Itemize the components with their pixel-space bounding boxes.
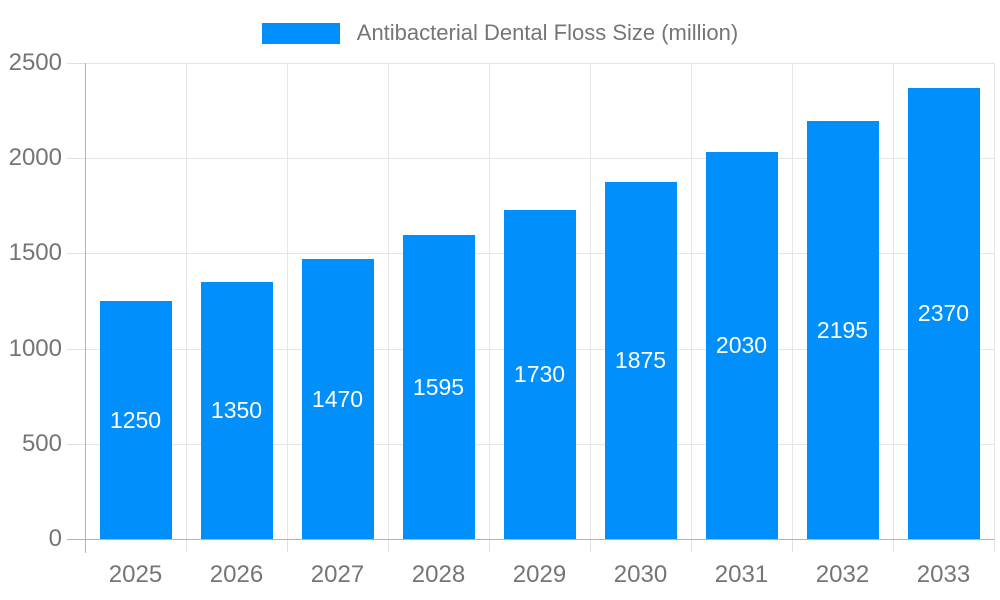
bar-value-label: 1350 [210,397,263,423]
bar-2029[interactable]: 1730 [503,210,576,539]
x-gridline [994,63,995,539]
x-axis-tick [792,539,793,552]
y-axis-tick [67,63,85,64]
bar-2026[interactable]: 1350 [200,282,273,539]
bar-value-label: 1595 [412,373,465,400]
x-axis-label-2032: 2032 [815,561,870,588]
y-axis-tick [67,253,85,255]
y-axis-tick [67,158,85,160]
bar-2030[interactable]: 1875 [604,182,677,539]
x-gridline [489,63,490,539]
bar-2031[interactable]: 2030 [705,152,778,539]
y-axis-label: 0 [48,525,62,552]
x-gridline [590,63,591,539]
x-axis-label-2029: 2029 [512,561,567,588]
bar-2032[interactable]: 2195 [806,121,879,539]
bar-value-label: 1470 [311,385,364,412]
x-axis-tick [893,539,894,552]
x-axis-label-2026: 2026 [209,561,264,588]
x-axis-tick [590,539,591,552]
x-gridline [186,63,187,539]
x-axis-label-2025: 2025 [108,561,163,588]
y-axis-label: 1500 [8,239,62,267]
bar-2028[interactable]: 1595 [402,235,475,539]
legend-item[interactable]: Antibacterial Dental Floss Size (million… [261,20,739,46]
y-axis-label: 500 [21,429,62,457]
x-gridline [893,63,894,539]
bar-2033[interactable]: 2370 [907,88,980,539]
x-axis-tick [994,539,995,552]
x-axis-label-2031: 2031 [714,561,769,588]
legend-label: Antibacterial Dental Floss Size (million… [356,20,739,45]
y-axis-label: 1000 [8,334,62,362]
y-axis-label: 2000 [8,144,62,172]
bar-value-label: 2195 [816,316,869,343]
y-gridline [85,158,994,160]
x-gridline [792,63,793,539]
bar-value-label: 1875 [614,347,667,373]
bar-value-label: 2370 [917,300,970,326]
x-axis-label-2027: 2027 [310,561,365,588]
x-axis-label-2030: 2030 [613,561,668,588]
bar-2027[interactable]: 1470 [301,259,374,539]
legend-swatch-icon [261,22,340,44]
x-axis-tick [691,539,692,552]
y-axis-tick [67,443,85,445]
x-gridline [287,63,288,539]
bar-value-label: 1730 [513,361,566,387]
y-axis-tick [67,348,85,350]
x-axis-tick [388,539,389,552]
x-axis-label-2033: 2033 [916,561,971,588]
x-axis-tick [186,539,187,552]
y-axis-label: 2500 [8,49,62,76]
y-axis-line [85,63,86,553]
x-axis-tick [489,539,490,552]
bar-2025[interactable]: 1250 [99,301,172,539]
x-axis-tick [287,539,288,552]
legend: Antibacterial Dental Floss Size (million… [0,20,1000,46]
bar-value-label: 2030 [715,332,768,358]
x-axis-label-2028: 2028 [411,561,466,588]
x-axis-line [67,539,994,540]
x-gridline [388,63,389,539]
y-gridline [85,63,994,64]
x-gridline [691,63,692,539]
bar-value-label: 1250 [109,406,162,433]
